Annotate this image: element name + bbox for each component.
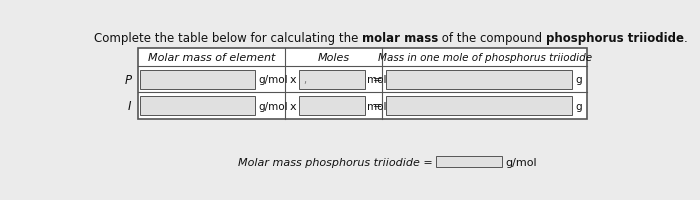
Bar bbox=[140, 97, 255, 115]
Text: .: . bbox=[684, 32, 687, 45]
Text: x: x bbox=[290, 75, 296, 85]
Text: g/mol: g/mol bbox=[258, 101, 288, 111]
Bar bbox=[140, 71, 255, 89]
Text: Complete the table below for calculating the: Complete the table below for calculating… bbox=[94, 32, 362, 45]
Text: of the compound: of the compound bbox=[438, 32, 546, 45]
Text: =: = bbox=[372, 75, 382, 85]
Text: Mass in one mole of phosphorus triiodide: Mass in one mole of phosphorus triiodide bbox=[377, 53, 592, 63]
Text: =: = bbox=[372, 101, 382, 111]
Bar bbox=[386, 71, 572, 89]
Bar bbox=[299, 71, 365, 89]
Text: phosphorus triiodide: phosphorus triiodide bbox=[546, 32, 684, 45]
Text: g: g bbox=[575, 75, 582, 85]
Text: ,: , bbox=[303, 75, 306, 85]
Text: g/mol: g/mol bbox=[258, 75, 288, 85]
Bar bbox=[299, 97, 365, 115]
Text: Moles: Moles bbox=[318, 53, 349, 63]
Text: mol: mol bbox=[368, 101, 387, 111]
Text: molar mass: molar mass bbox=[362, 32, 438, 45]
Bar bbox=[436, 157, 502, 167]
Bar bbox=[138, 49, 587, 119]
Bar bbox=[386, 97, 572, 115]
Text: Molar mass phosphorus triiodide =: Molar mass phosphorus triiodide = bbox=[237, 157, 433, 167]
Text: I: I bbox=[128, 100, 132, 112]
Text: g/mol: g/mol bbox=[505, 157, 537, 167]
Text: mol: mol bbox=[368, 75, 387, 85]
Text: g: g bbox=[575, 101, 582, 111]
Text: Molar mass of element: Molar mass of element bbox=[148, 53, 275, 63]
Text: x: x bbox=[290, 101, 296, 111]
Text: P: P bbox=[125, 73, 132, 86]
